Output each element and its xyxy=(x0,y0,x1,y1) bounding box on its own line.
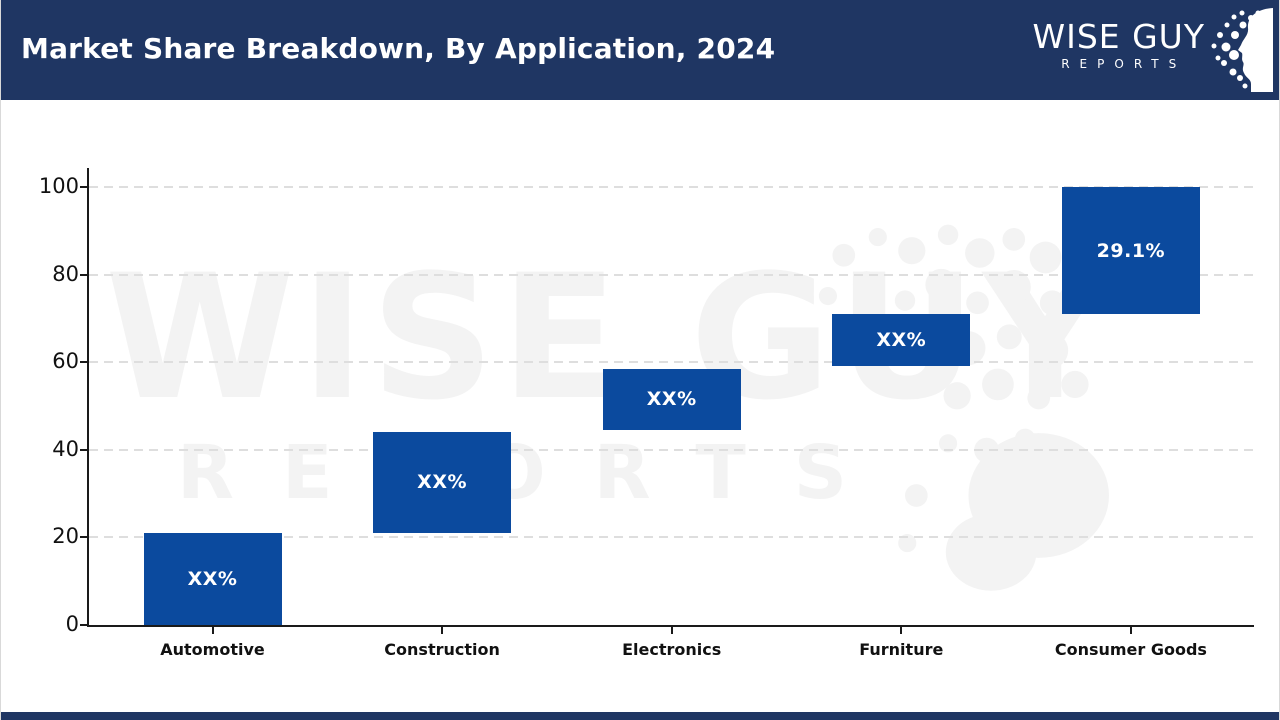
y-tick-mark xyxy=(80,536,87,538)
gridline-40 xyxy=(89,448,1254,451)
gridline-20 xyxy=(89,536,1254,538)
page-title: Market Share Breakdown, By Application, … xyxy=(21,32,776,66)
x-axis-label: Consumer Goods xyxy=(1054,640,1207,659)
bar-automotive: XX% xyxy=(143,532,282,625)
bar-electronics: XX% xyxy=(602,368,741,430)
bar-value-label: XX% xyxy=(646,388,697,411)
x-tick-mark xyxy=(670,626,673,634)
bar-value-label: XX% xyxy=(417,471,468,494)
y-tick-label: 20 xyxy=(52,524,79,548)
y-tick-label: 80 xyxy=(52,261,79,286)
x-axis-label: Construction xyxy=(384,640,500,659)
y-tick-label: 60 xyxy=(52,349,79,373)
x-axis-label: Automotive xyxy=(160,640,265,659)
logo-wiseguy-text: WISE GUY xyxy=(1032,17,1205,56)
x-axis-label: Electronics xyxy=(622,640,722,659)
x-tick-mark xyxy=(441,626,444,634)
y-tick-label: 100 xyxy=(38,174,79,198)
bar-furniture: XX% xyxy=(832,313,971,367)
bar-value-label: XX% xyxy=(876,329,927,352)
gridline-80 xyxy=(89,273,1254,276)
y-tick-mark xyxy=(80,623,87,626)
logo-face-icon xyxy=(1211,8,1273,92)
footer-bar xyxy=(1,712,1279,720)
y-tick-mark xyxy=(80,186,87,188)
bar-value-label: XX% xyxy=(187,567,238,590)
y-tick-label: 40 xyxy=(52,436,79,461)
gridline-100 xyxy=(89,186,1254,188)
bar-consumer-goods: 29.1% xyxy=(1061,187,1200,315)
y-tick-mark xyxy=(80,273,87,276)
logo-reports-text: REPORTS xyxy=(1061,56,1187,71)
wise-guy-logo: WISE GUY REPORTS xyxy=(1023,6,1273,94)
x-tick-mark xyxy=(900,626,903,634)
y-tick-mark xyxy=(80,448,87,451)
y-tick-label: 0 xyxy=(65,611,79,636)
y-tick-mark xyxy=(80,361,87,363)
y-axis-line xyxy=(87,168,89,627)
bar-value-label: 29.1% xyxy=(1096,239,1166,262)
x-axis-label: Furniture xyxy=(859,640,944,659)
gridline-60 xyxy=(89,361,1254,363)
header-bar: Market Share Breakdown, By Application, … xyxy=(1,0,1279,100)
x-tick-mark xyxy=(1129,626,1132,634)
x-axis-line xyxy=(87,624,1254,627)
x-tick-mark xyxy=(211,626,214,634)
bar-construction: XX% xyxy=(373,432,512,533)
